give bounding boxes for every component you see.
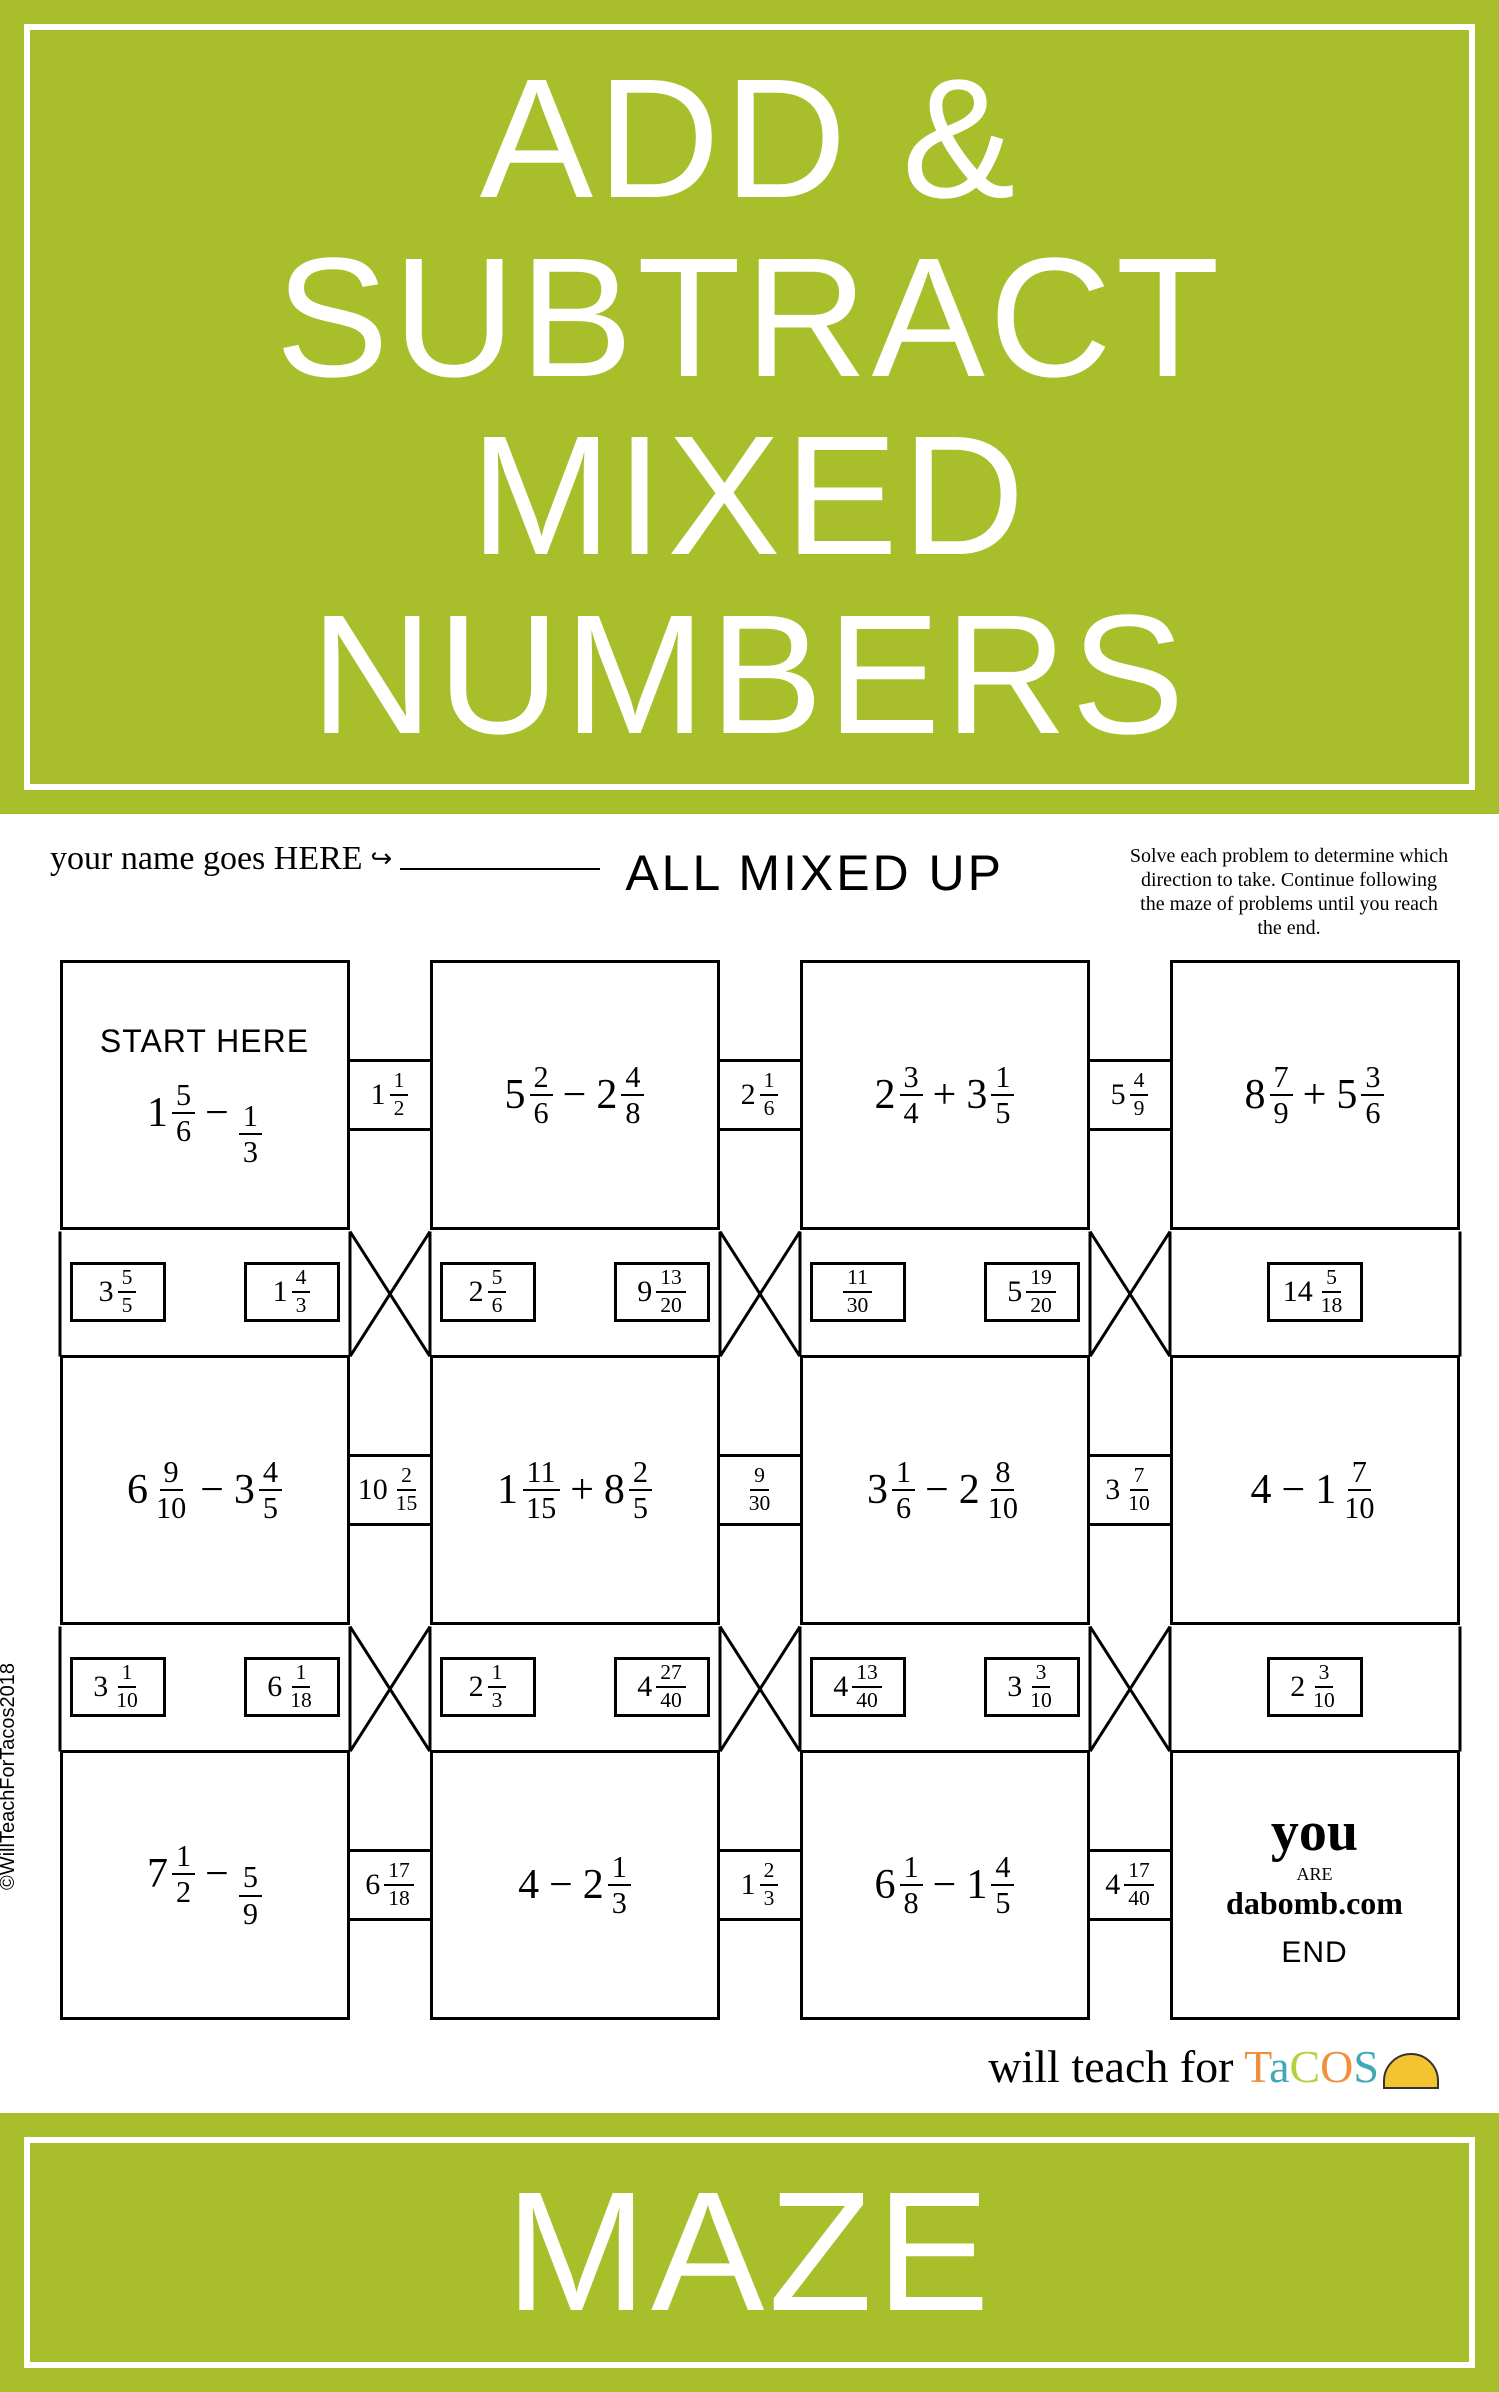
diagonal-line: [1088, 1627, 1091, 1752]
maze-cell-r0c0: START HERE156−13: [60, 960, 350, 1230]
diagonal-line: [428, 1232, 431, 1357]
connector-v_c2_r01_l: 1130: [810, 1262, 906, 1322]
connector-h_r0_23: 549: [1085, 1059, 1175, 1131]
connector-h_r2_01: 61718: [345, 1849, 435, 1921]
top-banner: ADD & SUBTRACT MIXED NUMBERS: [0, 0, 1499, 814]
diagonal-line: [1168, 1232, 1171, 1357]
connector-v_c1_r01_r: 91320: [614, 1262, 710, 1322]
connector-v_c1_r12_r: 42740: [614, 1657, 710, 1717]
diagonal-line: [58, 1232, 61, 1357]
diagonal-line: [1458, 1627, 1461, 1752]
diagonal-line: [1088, 1232, 1091, 1357]
maze-cell-r1c1: 11115+825: [430, 1355, 720, 1625]
diagonal-line: [1458, 1232, 1461, 1357]
connector-h_r1_12: 930: [715, 1454, 805, 1526]
brand-footer: will teach for TaCOS: [0, 2030, 1499, 2113]
diagonal-line: [58, 1627, 61, 1752]
bottom-banner: MAZE: [0, 2113, 1499, 2392]
top-banner-frame: ADD & SUBTRACT MIXED NUMBERS: [24, 24, 1475, 790]
connector-h_r0_01: 112: [345, 1059, 435, 1131]
diagonal-line: [428, 1627, 431, 1752]
diagonal-line: [798, 1232, 801, 1357]
worksheet: your name goes HERE ↪ ALL MIXED UP Solve…: [0, 814, 1499, 2030]
connector-h_r2_23: 41740: [1085, 1849, 1175, 1921]
brand-prefix: will teach for: [988, 2041, 1244, 2092]
connector-v_c0_r12_l: 3110: [70, 1657, 166, 1717]
arrow-icon: ↪: [371, 844, 393, 874]
maze-cell-r1c0: 6910−345: [60, 1355, 350, 1625]
bottom-banner-text: MAZE: [40, 2163, 1459, 2342]
connector-v_c3_r01: 14518: [1267, 1262, 1363, 1322]
maze-cell-r0c2: 234+315: [800, 960, 1090, 1230]
diagonal-line: [348, 1627, 351, 1752]
instructions-text: Solve each problem to determine which di…: [1129, 844, 1449, 940]
title-line-1: ADD & SUBTRACT: [275, 44, 1223, 413]
maze-cell-r0c3: 879+536: [1170, 960, 1460, 1230]
connector-h_r1_23: 3710: [1085, 1454, 1175, 1526]
title-line-2: MIXED NUMBERS: [310, 401, 1188, 770]
diagonal-line: [798, 1627, 801, 1752]
connector-v_c2_r12_r: 3310: [984, 1657, 1080, 1717]
maze-grid: START HERE156−13526−248234+315879+536691…: [60, 960, 1440, 2020]
maze-cell-r2c1: 4−213: [430, 1750, 720, 2020]
maze-cell-r2c2: 618−145: [800, 1750, 1090, 2020]
worksheet-title: ALL MIXED UP: [500, 844, 1129, 902]
diagonal-line: [718, 1232, 721, 1357]
worksheet-header: your name goes HERE ↪ ALL MIXED UP Solve…: [50, 844, 1449, 940]
top-banner-text: ADD & SUBTRACT MIXED NUMBERS: [40, 50, 1459, 764]
maze-cell-r2c3: youAREdabomb.comEND: [1170, 1750, 1460, 2020]
taco-icon: [1383, 2053, 1439, 2089]
maze-cell-r2c0: 712−59: [60, 1750, 350, 2020]
maze-cell-r1c2: 316−2810: [800, 1355, 1090, 1625]
connector-v_c0_r01_l: 355: [70, 1262, 166, 1322]
diagonal-line: [718, 1627, 721, 1752]
connector-v_c0_r12_r: 6118: [244, 1657, 340, 1717]
connector-v_c2_r01_r: 51920: [984, 1262, 1080, 1322]
name-label: your name goes HERE: [50, 845, 363, 872]
diagonal-line: [1168, 1627, 1171, 1752]
connector-v_c1_r12_l: 213: [440, 1657, 536, 1717]
connector-h_r0_12: 216: [715, 1059, 805, 1131]
connector-v_c2_r12_l: 41340: [810, 1657, 906, 1717]
connector-v_c1_r01_l: 256: [440, 1262, 536, 1322]
connector-h_r1_01: 10215: [345, 1454, 435, 1526]
connector-v_c0_r01_r: 143: [244, 1262, 340, 1322]
maze-cell-r0c1: 526−248: [430, 960, 720, 1230]
maze-cell-r1c3: 4−1710: [1170, 1355, 1460, 1625]
bottom-banner-frame: MAZE: [24, 2137, 1475, 2368]
copyright-text: ©WillTeachForTacos2018: [0, 1663, 20, 1890]
diagonal-line: [348, 1232, 351, 1357]
connector-v_c3_r12: 2310: [1267, 1657, 1363, 1717]
connector-h_r2_12: 123: [715, 1849, 805, 1921]
